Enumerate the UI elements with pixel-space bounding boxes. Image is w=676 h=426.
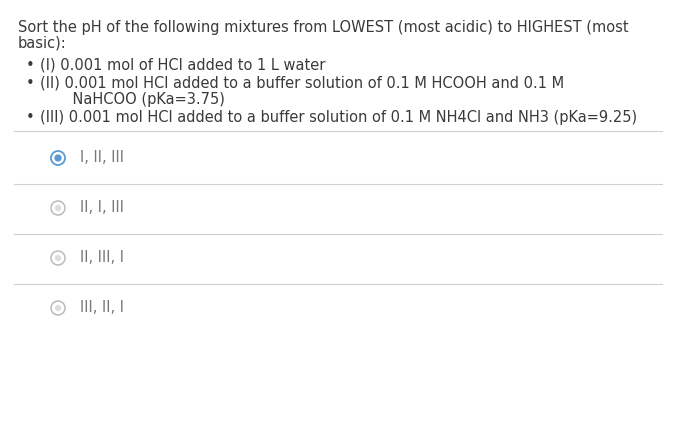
Text: •: •	[26, 76, 34, 91]
Text: III, II, I: III, II, I	[80, 300, 124, 316]
Text: (III) 0.001 mol HCl added to a buffer solution of 0.1 M NH4Cl and NH3 (pKa=9.25): (III) 0.001 mol HCl added to a buffer so…	[40, 110, 637, 125]
Text: I, II, III: I, II, III	[80, 150, 124, 165]
Text: basic):: basic):	[18, 36, 67, 51]
Circle shape	[51, 201, 65, 215]
Text: (II) 0.001 mol HCl added to a buffer solution of 0.1 M HCOOH and 0.1 M: (II) 0.001 mol HCl added to a buffer sol…	[40, 76, 564, 91]
Circle shape	[55, 255, 61, 261]
Text: II, III, I: II, III, I	[80, 250, 124, 265]
Circle shape	[54, 154, 62, 161]
Text: (I) 0.001 mol of HCl added to 1 L water: (I) 0.001 mol of HCl added to 1 L water	[40, 58, 325, 73]
Circle shape	[51, 251, 65, 265]
Circle shape	[55, 305, 61, 311]
Circle shape	[51, 151, 65, 165]
Text: NaHCOO (pKa=3.75): NaHCOO (pKa=3.75)	[54, 92, 225, 107]
Text: II, I, III: II, I, III	[80, 201, 124, 216]
Circle shape	[51, 301, 65, 315]
Text: •: •	[26, 58, 34, 73]
Text: •: •	[26, 110, 34, 125]
Text: Sort the pH of the following mixtures from LOWEST (most acidic) to HIGHEST (most: Sort the pH of the following mixtures fr…	[18, 20, 629, 35]
Circle shape	[55, 205, 61, 211]
